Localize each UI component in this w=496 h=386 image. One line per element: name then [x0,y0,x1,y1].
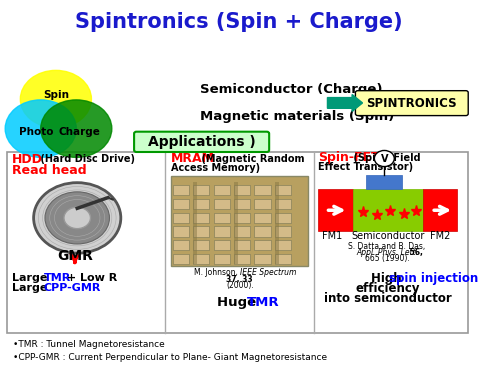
FancyBboxPatch shape [275,181,279,264]
Text: •TMR : Tunnel Magnetoresistance: •TMR : Tunnel Magnetoresistance [13,340,165,349]
FancyBboxPatch shape [193,240,209,251]
FancyBboxPatch shape [234,199,250,209]
FancyBboxPatch shape [254,254,271,264]
FancyBboxPatch shape [234,213,250,223]
Text: •CPP-GMR : Current Perpendicular to Plane- Giant Magnetoresistance: •CPP-GMR : Current Perpendicular to Plan… [13,352,327,362]
Text: TMR: TMR [247,296,279,310]
Text: Photo: Photo [19,127,53,137]
FancyBboxPatch shape [275,254,291,264]
Text: (2000).: (2000). [226,281,253,290]
Text: Semiconductor: Semiconductor [351,231,425,241]
Text: High: High [371,272,406,284]
FancyBboxPatch shape [193,185,209,195]
FancyBboxPatch shape [134,132,269,152]
FancyBboxPatch shape [234,185,250,195]
FancyBboxPatch shape [318,189,353,231]
Text: Appl. Phys. Lett.: Appl. Phys. Lett. [357,248,419,257]
Text: (Magnetic Random: (Magnetic Random [198,154,305,164]
FancyBboxPatch shape [193,181,197,264]
Text: Access Memory): Access Memory) [171,163,260,173]
Text: M. Johnson,: M. Johnson, [193,268,240,277]
FancyBboxPatch shape [254,199,271,209]
FancyBboxPatch shape [275,240,291,251]
Circle shape [34,183,121,253]
Text: Large: Large [12,283,51,293]
Text: Read head: Read head [12,164,86,176]
FancyBboxPatch shape [7,152,468,333]
FancyBboxPatch shape [275,199,291,209]
Text: Effect Transistor): Effect Transistor) [318,162,413,172]
FancyBboxPatch shape [254,226,271,237]
Text: (Hard Disc Drive): (Hard Disc Drive) [37,154,135,164]
FancyBboxPatch shape [254,185,271,195]
Text: 56,: 56, [407,248,423,257]
FancyBboxPatch shape [275,226,291,237]
Text: efficiency: efficiency [356,281,420,295]
FancyBboxPatch shape [214,185,230,195]
Text: HDD: HDD [12,153,43,166]
FancyBboxPatch shape [234,226,250,237]
Text: 37, 33: 37, 33 [227,275,253,284]
FancyBboxPatch shape [193,213,209,223]
FancyBboxPatch shape [173,199,189,209]
FancyArrow shape [327,95,363,112]
Text: CPP-GMR: CPP-GMR [44,283,101,293]
Text: MRAM: MRAM [171,152,215,165]
Text: SPINTRONICS: SPINTRONICS [367,97,457,110]
Circle shape [45,192,110,244]
Text: 665 (1990).: 665 (1990). [365,254,410,262]
Text: Applications ): Applications ) [147,135,255,149]
Text: IEEE Spectrum: IEEE Spectrum [240,268,296,277]
Text: V: V [380,154,388,164]
FancyBboxPatch shape [214,226,230,237]
Text: Large: Large [12,273,51,283]
FancyBboxPatch shape [356,91,468,115]
Circle shape [41,100,112,157]
FancyBboxPatch shape [193,199,209,209]
Circle shape [5,100,76,157]
FancyBboxPatch shape [423,189,457,231]
Text: Magnetic materials (Spin): Magnetic materials (Spin) [200,110,395,123]
FancyBboxPatch shape [275,213,291,223]
Text: S. Datta and B. Das,: S. Datta and B. Das, [348,242,428,251]
Circle shape [20,70,91,128]
Text: Charge: Charge [59,127,101,137]
FancyBboxPatch shape [173,185,189,195]
Text: Huge: Huge [217,296,261,310]
FancyBboxPatch shape [171,176,309,266]
FancyBboxPatch shape [193,254,209,264]
FancyBboxPatch shape [353,189,423,231]
FancyBboxPatch shape [367,174,402,189]
Text: Spintronics (Spin + Charge): Spintronics (Spin + Charge) [74,12,402,32]
Text: Semiconductor (Charge): Semiconductor (Charge) [200,83,383,96]
FancyBboxPatch shape [214,213,230,223]
Text: (Spin - Field: (Spin - Field [350,153,420,163]
FancyBboxPatch shape [173,226,189,237]
FancyBboxPatch shape [234,240,250,251]
Text: + Low R: + Low R [63,273,117,283]
Text: Spin: Spin [43,90,69,100]
Circle shape [64,207,90,229]
FancyBboxPatch shape [173,240,189,251]
FancyBboxPatch shape [254,213,271,223]
FancyBboxPatch shape [234,254,250,264]
FancyBboxPatch shape [275,185,291,195]
FancyBboxPatch shape [214,240,230,251]
Text: FM1: FM1 [322,231,342,241]
Text: GMR: GMR [57,249,93,263]
FancyBboxPatch shape [193,226,209,237]
Circle shape [374,151,394,166]
FancyBboxPatch shape [254,240,271,251]
Text: Spin-FET: Spin-FET [318,151,379,164]
FancyBboxPatch shape [214,199,230,209]
Text: spin injection: spin injection [389,272,478,284]
Text: TMR: TMR [44,273,71,283]
FancyBboxPatch shape [214,254,230,264]
Text: FM2: FM2 [430,231,450,241]
FancyBboxPatch shape [234,181,238,264]
FancyBboxPatch shape [173,213,189,223]
Text: into semiconductor: into semiconductor [324,291,451,305]
FancyBboxPatch shape [173,254,189,264]
